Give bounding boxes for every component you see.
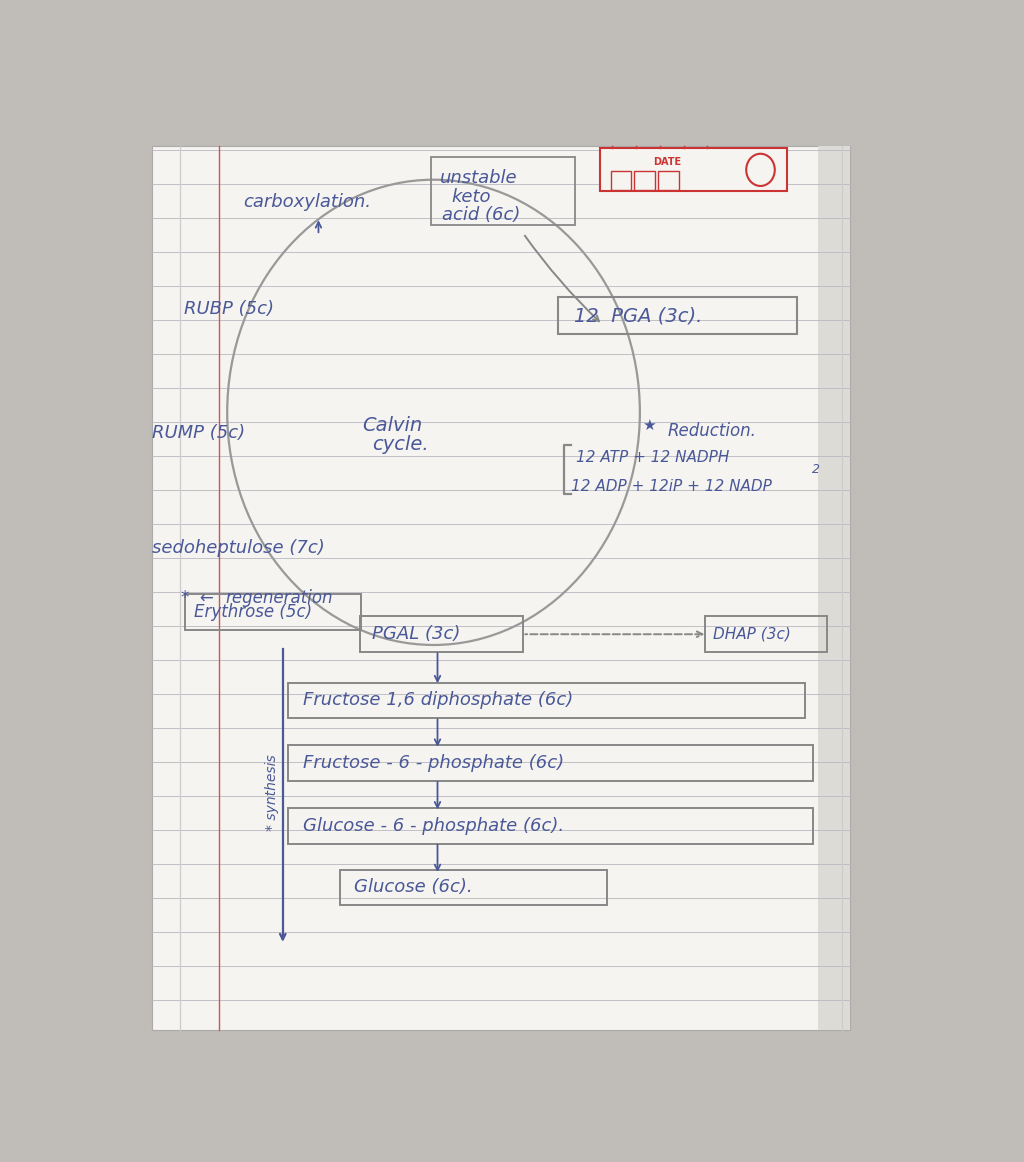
Text: *  ←: * ←	[181, 588, 214, 607]
FancyBboxPatch shape	[600, 149, 786, 192]
Text: Glucose - 6 - phosphate (6c).: Glucose - 6 - phosphate (6c).	[303, 817, 564, 834]
Text: DHAP (3c): DHAP (3c)	[713, 626, 791, 641]
Text: 12 ATP + 12 NADPH: 12 ATP + 12 NADPH	[577, 451, 730, 466]
Text: Fructose 1,6 diphosphate (6c): Fructose 1,6 diphosphate (6c)	[303, 691, 572, 710]
Text: cycle.: cycle.	[372, 435, 428, 454]
Text: PGAL (3c): PGAL (3c)	[373, 625, 461, 644]
Text: Reduction.: Reduction.	[668, 422, 757, 440]
Text: RUBP (5c): RUBP (5c)	[183, 301, 273, 318]
Text: Fructose - 6 - phosphate (6c): Fructose - 6 - phosphate (6c)	[303, 754, 564, 772]
FancyBboxPatch shape	[818, 145, 850, 1030]
FancyBboxPatch shape	[634, 171, 655, 189]
Text: DATE: DATE	[653, 157, 682, 167]
Text: RUMP (5c): RUMP (5c)	[152, 424, 245, 442]
Text: 12 ADP + 12iP + 12 NADP: 12 ADP + 12iP + 12 NADP	[570, 479, 772, 494]
FancyBboxPatch shape	[658, 171, 679, 189]
Text: 12  PGA (3c).: 12 PGA (3c).	[574, 307, 702, 325]
Text: ★: ★	[642, 418, 656, 433]
Text: keto: keto	[451, 188, 490, 206]
Text: 2: 2	[812, 464, 820, 476]
Text: unstable: unstable	[440, 168, 517, 187]
Text: regeneration: regeneration	[225, 589, 333, 608]
Text: Calvin: Calvin	[362, 416, 422, 436]
FancyBboxPatch shape	[610, 171, 631, 189]
Text: carboxylation.: carboxylation.	[243, 193, 371, 211]
Text: acid (6c): acid (6c)	[442, 207, 520, 224]
Text: * synthesis: * synthesis	[265, 754, 280, 831]
Text: sedoheptulose (7c): sedoheptulose (7c)	[152, 539, 325, 558]
Text: Glucose (6c).: Glucose (6c).	[354, 878, 473, 896]
FancyBboxPatch shape	[152, 145, 850, 1030]
Text: Erythrose (5c): Erythrose (5c)	[194, 603, 312, 621]
